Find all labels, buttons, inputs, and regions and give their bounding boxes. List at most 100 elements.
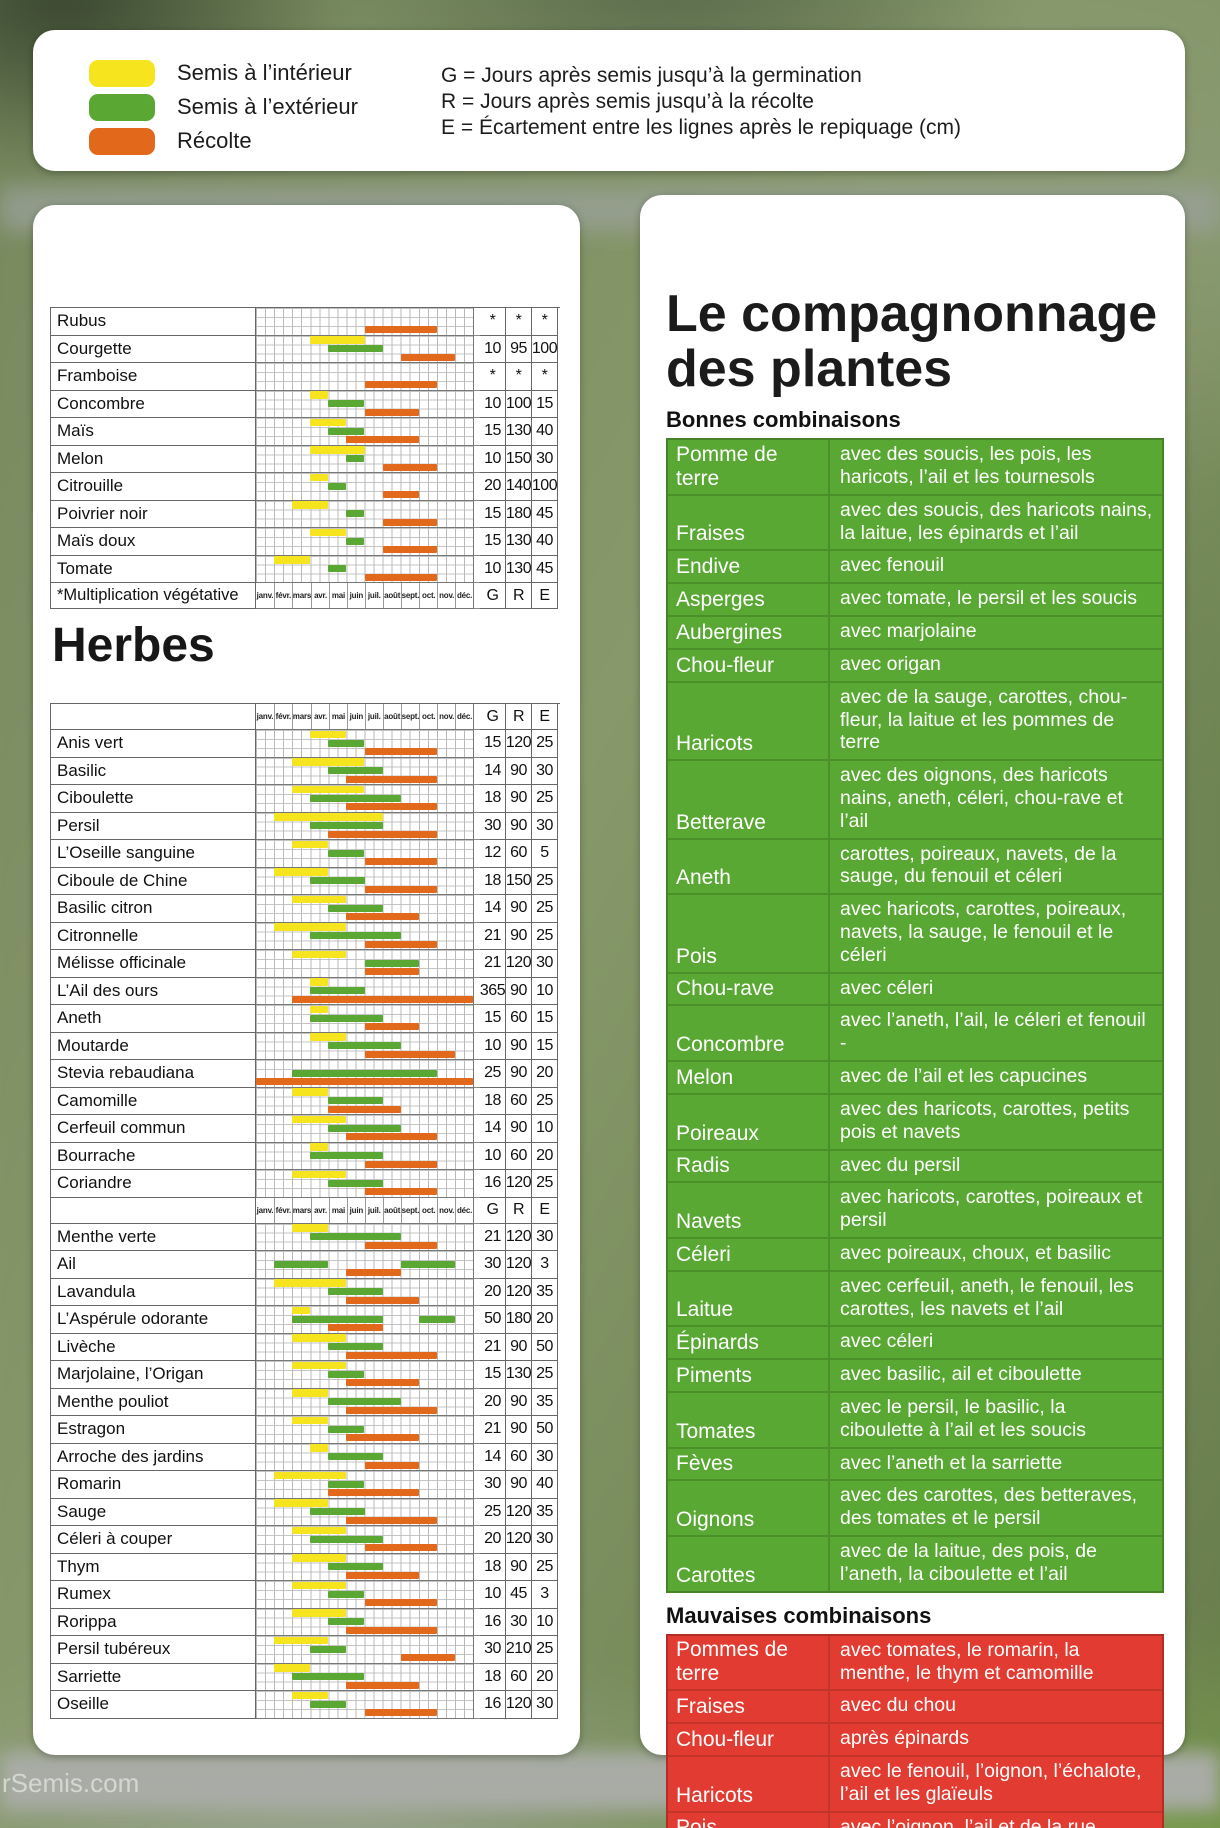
calendar-row: Ciboule de Chine 18 150 25 bbox=[50, 867, 560, 895]
month-label: févr. bbox=[273, 704, 292, 729]
plant-name: Aneth bbox=[50, 1005, 256, 1033]
calendar-month-grid bbox=[256, 785, 474, 813]
month-label: mai bbox=[329, 704, 347, 729]
indoor-sowing-bar bbox=[310, 528, 347, 537]
value-g: 21 bbox=[480, 1416, 506, 1444]
value-r: 90 bbox=[506, 895, 532, 923]
calendar-row: Poivrier noir 15 180 45 bbox=[50, 500, 560, 528]
plant-name: Estragon bbox=[50, 1416, 256, 1444]
calendar-row: Melon 10 150 30 bbox=[50, 445, 560, 473]
grid-gre-spacer bbox=[474, 1499, 480, 1526]
value-r: 90 bbox=[506, 1060, 532, 1088]
outdoor-sowing-bar bbox=[328, 1288, 383, 1296]
plant-name: L’Oseille sanguine bbox=[50, 840, 256, 868]
harvest-bar bbox=[346, 803, 437, 811]
outdoor-sowing-bar bbox=[328, 849, 365, 857]
calendar-row: Concombre 10 100 15 bbox=[50, 390, 560, 418]
value-g: 20 bbox=[480, 1278, 506, 1306]
calendar-month-grid bbox=[256, 1278, 474, 1306]
outdoor-sowing-bar bbox=[328, 1398, 401, 1406]
outdoor-sowing-bar bbox=[346, 510, 365, 518]
grid-gre-spacer bbox=[474, 785, 480, 813]
legend-label: Semis à l’extérieur bbox=[177, 94, 358, 119]
plant-name: Mélisse officinale bbox=[50, 950, 256, 978]
value-g: 16 bbox=[480, 1691, 506, 1719]
companion-partners-text: avec marjolaine bbox=[840, 620, 977, 643]
month-label: janv. bbox=[256, 1205, 274, 1215]
value-e: 30 bbox=[532, 812, 558, 840]
legend-definition: E = Écartement entre les lignes après le… bbox=[441, 116, 962, 139]
indoor-sowing-bar bbox=[292, 895, 347, 904]
value-r: 95 bbox=[506, 335, 532, 363]
bad-combination-row: Chou-fleur après épinards bbox=[668, 1724, 1162, 1757]
legend-definitions: G = Jours après semis jusqu’à la germina… bbox=[441, 63, 961, 141]
plant-name: Maïs doux bbox=[50, 528, 256, 556]
calendar-row: Menthe pouliot 20 90 35 bbox=[50, 1388, 560, 1416]
value-g: 15 bbox=[480, 418, 506, 446]
grid-gre-spacer bbox=[474, 1361, 480, 1389]
value-r: 90 bbox=[506, 1115, 532, 1143]
outdoor-sowing-bar bbox=[274, 1260, 329, 1268]
outdoor-sowing-bar bbox=[328, 904, 383, 912]
companion-partners-text: avec le fenouil, l’oignon, l’échalote, l… bbox=[840, 1759, 1142, 1805]
good-combination-row: Pois avec haricots, carottes, poireaux, n… bbox=[668, 895, 1162, 974]
outdoor-sowing-bar bbox=[310, 794, 401, 802]
harvest-bar bbox=[364, 1188, 437, 1196]
companion-partners-text: avec des oignons, des haricots nains, an… bbox=[840, 764, 1123, 832]
plant-name: Sauge bbox=[50, 1498, 256, 1526]
value-g: 14 bbox=[480, 1443, 506, 1471]
companion-plant-name: Poireaux bbox=[668, 1094, 830, 1149]
harvest-bar bbox=[346, 1571, 419, 1579]
companion-partners-text: avec tomates, le romarin, la menthe, le … bbox=[840, 1638, 1094, 1684]
value-r: 120 bbox=[506, 1691, 532, 1719]
calendar-row: Coriandre 16 120 25 bbox=[50, 1170, 560, 1198]
value-e: 3 bbox=[532, 1251, 558, 1279]
calendar-month-grid bbox=[256, 1663, 474, 1691]
value-g: 20 bbox=[480, 1526, 506, 1554]
harvest-bar bbox=[400, 353, 455, 361]
value-e: 30 bbox=[532, 445, 558, 473]
calendar-row: Tomate 10 130 45 bbox=[50, 555, 560, 583]
indoor-sowing-bar bbox=[274, 1279, 347, 1287]
outdoor-sowing-bar bbox=[328, 1370, 365, 1378]
value-r: 120 bbox=[506, 730, 532, 758]
gre-header-G: G bbox=[480, 583, 506, 609]
companion-panel: Le compagnonnage des plantes Bonnes comb… bbox=[640, 195, 1185, 1828]
indoor-sowing-bar bbox=[292, 501, 329, 509]
indoor-sowing-bar bbox=[292, 1088, 329, 1096]
calendar-month-grid bbox=[256, 977, 474, 1005]
value-e: 25 bbox=[532, 867, 558, 895]
value-e: 50 bbox=[532, 1416, 558, 1444]
harvest-bar bbox=[364, 1050, 455, 1058]
good-combination-row: Poireaux avec des haricots, carottes, pet… bbox=[668, 1094, 1162, 1151]
outdoor-sowing-bar bbox=[328, 400, 365, 408]
gre-header-R: R bbox=[506, 1197, 532, 1224]
calendar-row: Sauge 25 120 35 bbox=[50, 1498, 560, 1526]
indoor-sowing-bar bbox=[310, 1005, 329, 1014]
month-label: mars bbox=[291, 583, 311, 608]
harvest-bar bbox=[382, 546, 437, 554]
value-g: 14 bbox=[480, 1115, 506, 1143]
companion-partners-text: avec des soucis, des haricots nains, la … bbox=[840, 498, 1153, 544]
legend-item: Semis à l’intérieur bbox=[89, 59, 358, 87]
value-g: 365 bbox=[480, 977, 506, 1005]
calendar-row: Ail 30 120 3 bbox=[50, 1251, 560, 1279]
value-e: 100 bbox=[532, 473, 558, 501]
harvest-bar bbox=[346, 1626, 437, 1634]
value-g: 10 bbox=[480, 445, 506, 473]
calendar-row: Citronnelle 21 90 25 bbox=[50, 922, 560, 950]
indoor-sowing-bar bbox=[310, 336, 365, 344]
harvest-bar bbox=[364, 1023, 419, 1031]
value-g: 20 bbox=[480, 1388, 506, 1416]
calendar-month-grid bbox=[256, 1471, 474, 1499]
companion-partners-text: avec fenouil bbox=[840, 554, 945, 577]
bad-combinations-table: Pommes de terre avec tomates, le romarin,… bbox=[666, 1633, 1164, 1828]
value-e: 25 bbox=[532, 730, 558, 758]
value-e: 30 bbox=[532, 1443, 558, 1471]
value-e: 30 bbox=[532, 1526, 558, 1554]
companion-plant-name: Fraises bbox=[668, 1691, 830, 1723]
grid-gre-spacer bbox=[474, 1115, 480, 1143]
plant-name: Framboise bbox=[50, 363, 256, 391]
good-combination-row: Melon avec de l’ail et les capucines bbox=[668, 1062, 1162, 1095]
harvest-bar bbox=[364, 326, 437, 334]
